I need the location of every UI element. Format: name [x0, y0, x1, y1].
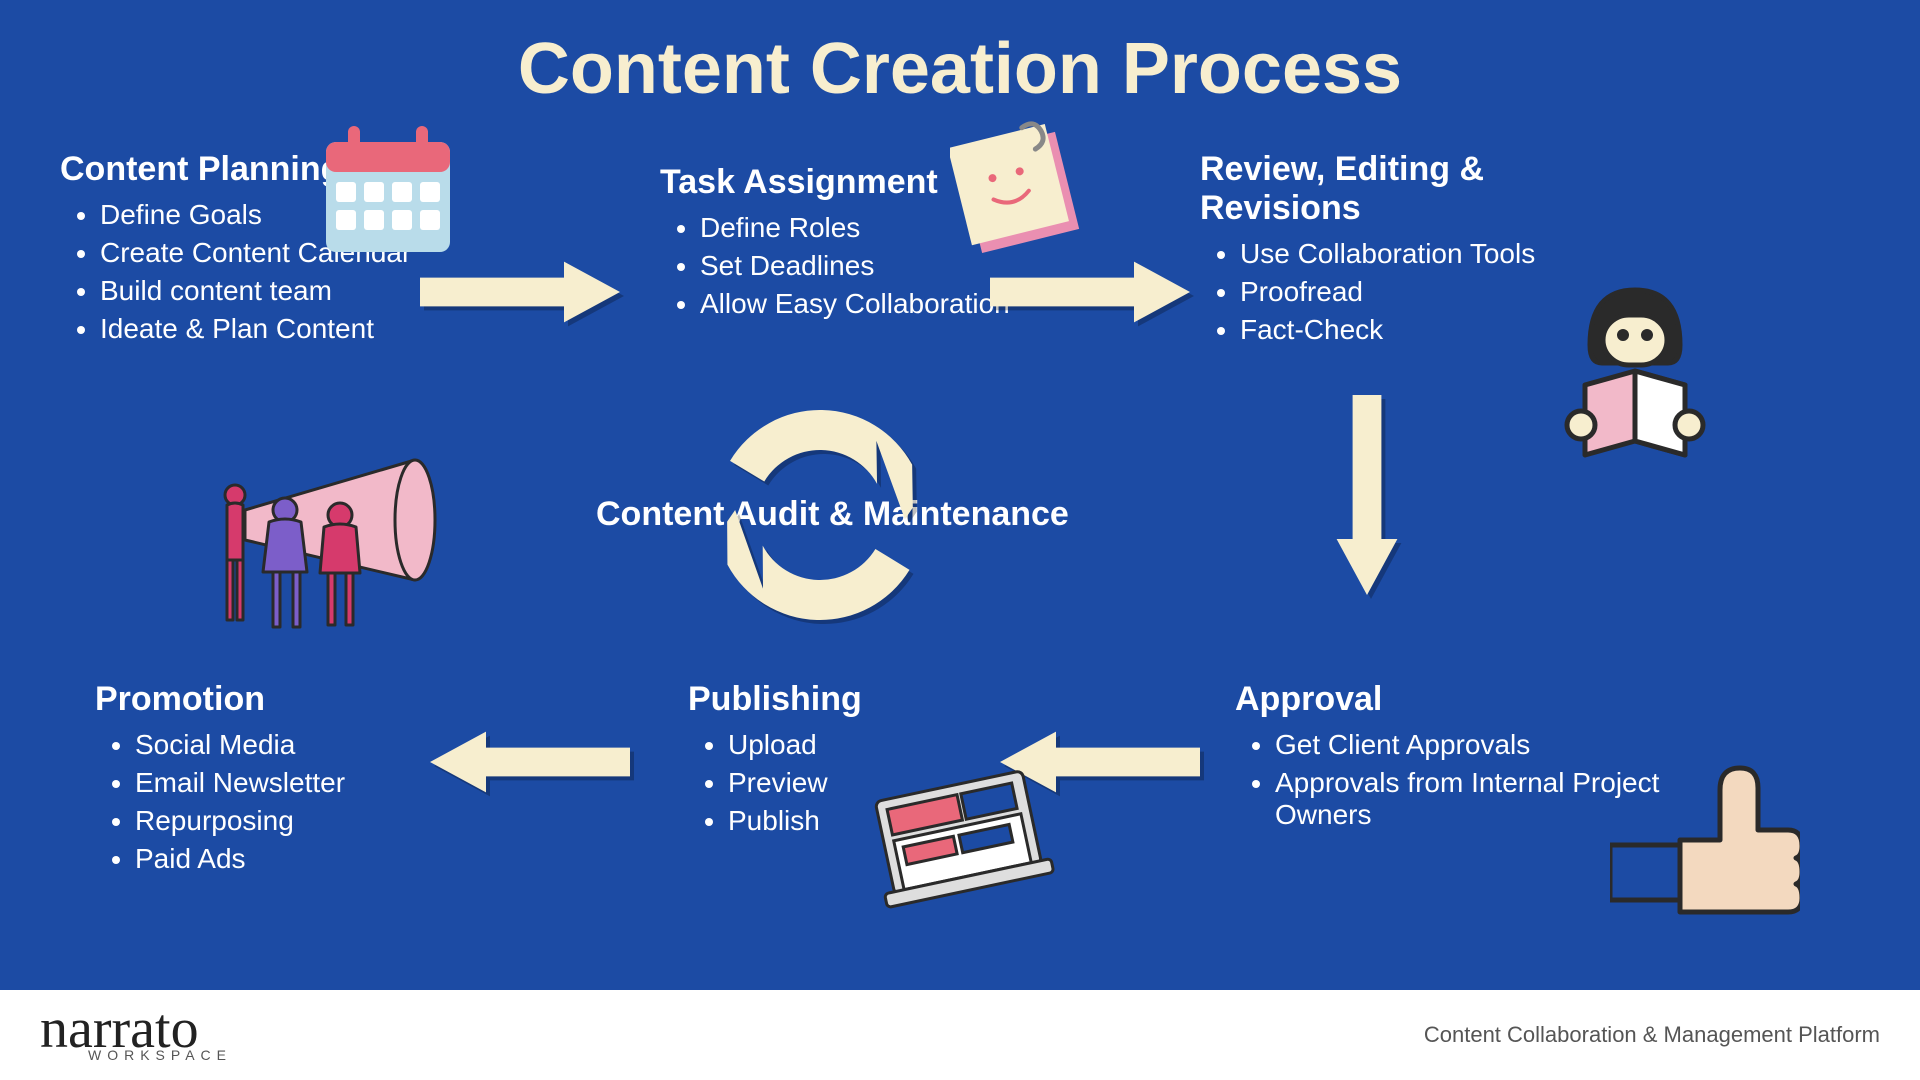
list-item: Repurposing	[135, 805, 345, 837]
step-title-review: Review, Editing & Revisions	[1200, 150, 1630, 228]
logo-subtext: WORKSPACE	[88, 1047, 232, 1063]
list-item: Preview	[728, 767, 862, 799]
list-item: Publish	[728, 805, 862, 837]
list-item: Use Collaboration Tools	[1240, 238, 1630, 270]
list-item: Upload	[728, 729, 862, 761]
step-promotion: Promotion Social Media Email Newsletter Rep…	[95, 680, 345, 881]
list-item: Ideate & Plan Content	[100, 313, 411, 345]
arrow-right-2	[990, 260, 1190, 329]
list-item: Get Client Approvals	[1275, 729, 1665, 761]
reader-icon	[1545, 275, 1725, 480]
laptop-icon	[865, 765, 1055, 920]
list-item: Email Newsletter	[135, 767, 345, 799]
megaphone-icon	[215, 440, 455, 645]
list-item: Build content team	[100, 275, 411, 307]
cycle-arrows-icon	[675, 370, 965, 665]
step-title-approval: Approval	[1235, 680, 1665, 719]
calendar-icon	[318, 120, 458, 265]
arrow-down-1	[1335, 395, 1399, 600]
footer-tagline: Content Collaboration & Management Platf…	[1424, 1022, 1880, 1048]
logo: narrato WORKSPACE	[40, 1007, 232, 1064]
step-list-publishing: Upload Preview Publish	[688, 729, 862, 837]
step-title-promotion: Promotion	[95, 680, 345, 719]
arrow-right-1	[420, 260, 620, 329]
step-list-promotion: Social Media Email Newsletter Repurposing P…	[95, 729, 345, 875]
step-title-publishing: Publishing	[688, 680, 862, 719]
list-item: Paid Ads	[135, 843, 345, 875]
thumbs-up-icon	[1610, 745, 1800, 920]
step-approval: Approval Get Client Approvals Approvals fr…	[1235, 680, 1665, 837]
logo-brand: narrato	[40, 1007, 232, 1052]
arrow-left-2	[430, 730, 630, 799]
step-publishing: Publishing Upload Preview Publish	[688, 680, 862, 843]
page-title: Content Creation Process	[0, 28, 1920, 110]
step-list-approval: Get Client Approvals Approvals from Inter…	[1235, 729, 1665, 831]
list-item: Social Media	[135, 729, 345, 761]
main-area: Content Creation ProcessContent Planning…	[0, 0, 1920, 990]
footer: narrato WORKSPACE Content Collaboration …	[0, 990, 1920, 1080]
list-item: Allow Easy Collaboration	[700, 288, 1010, 320]
canvas: Content Creation ProcessContent Planning…	[0, 0, 1920, 1080]
list-item: Approvals from Internal Project Owners	[1275, 767, 1665, 831]
sticky-note-icon	[950, 120, 1090, 265]
